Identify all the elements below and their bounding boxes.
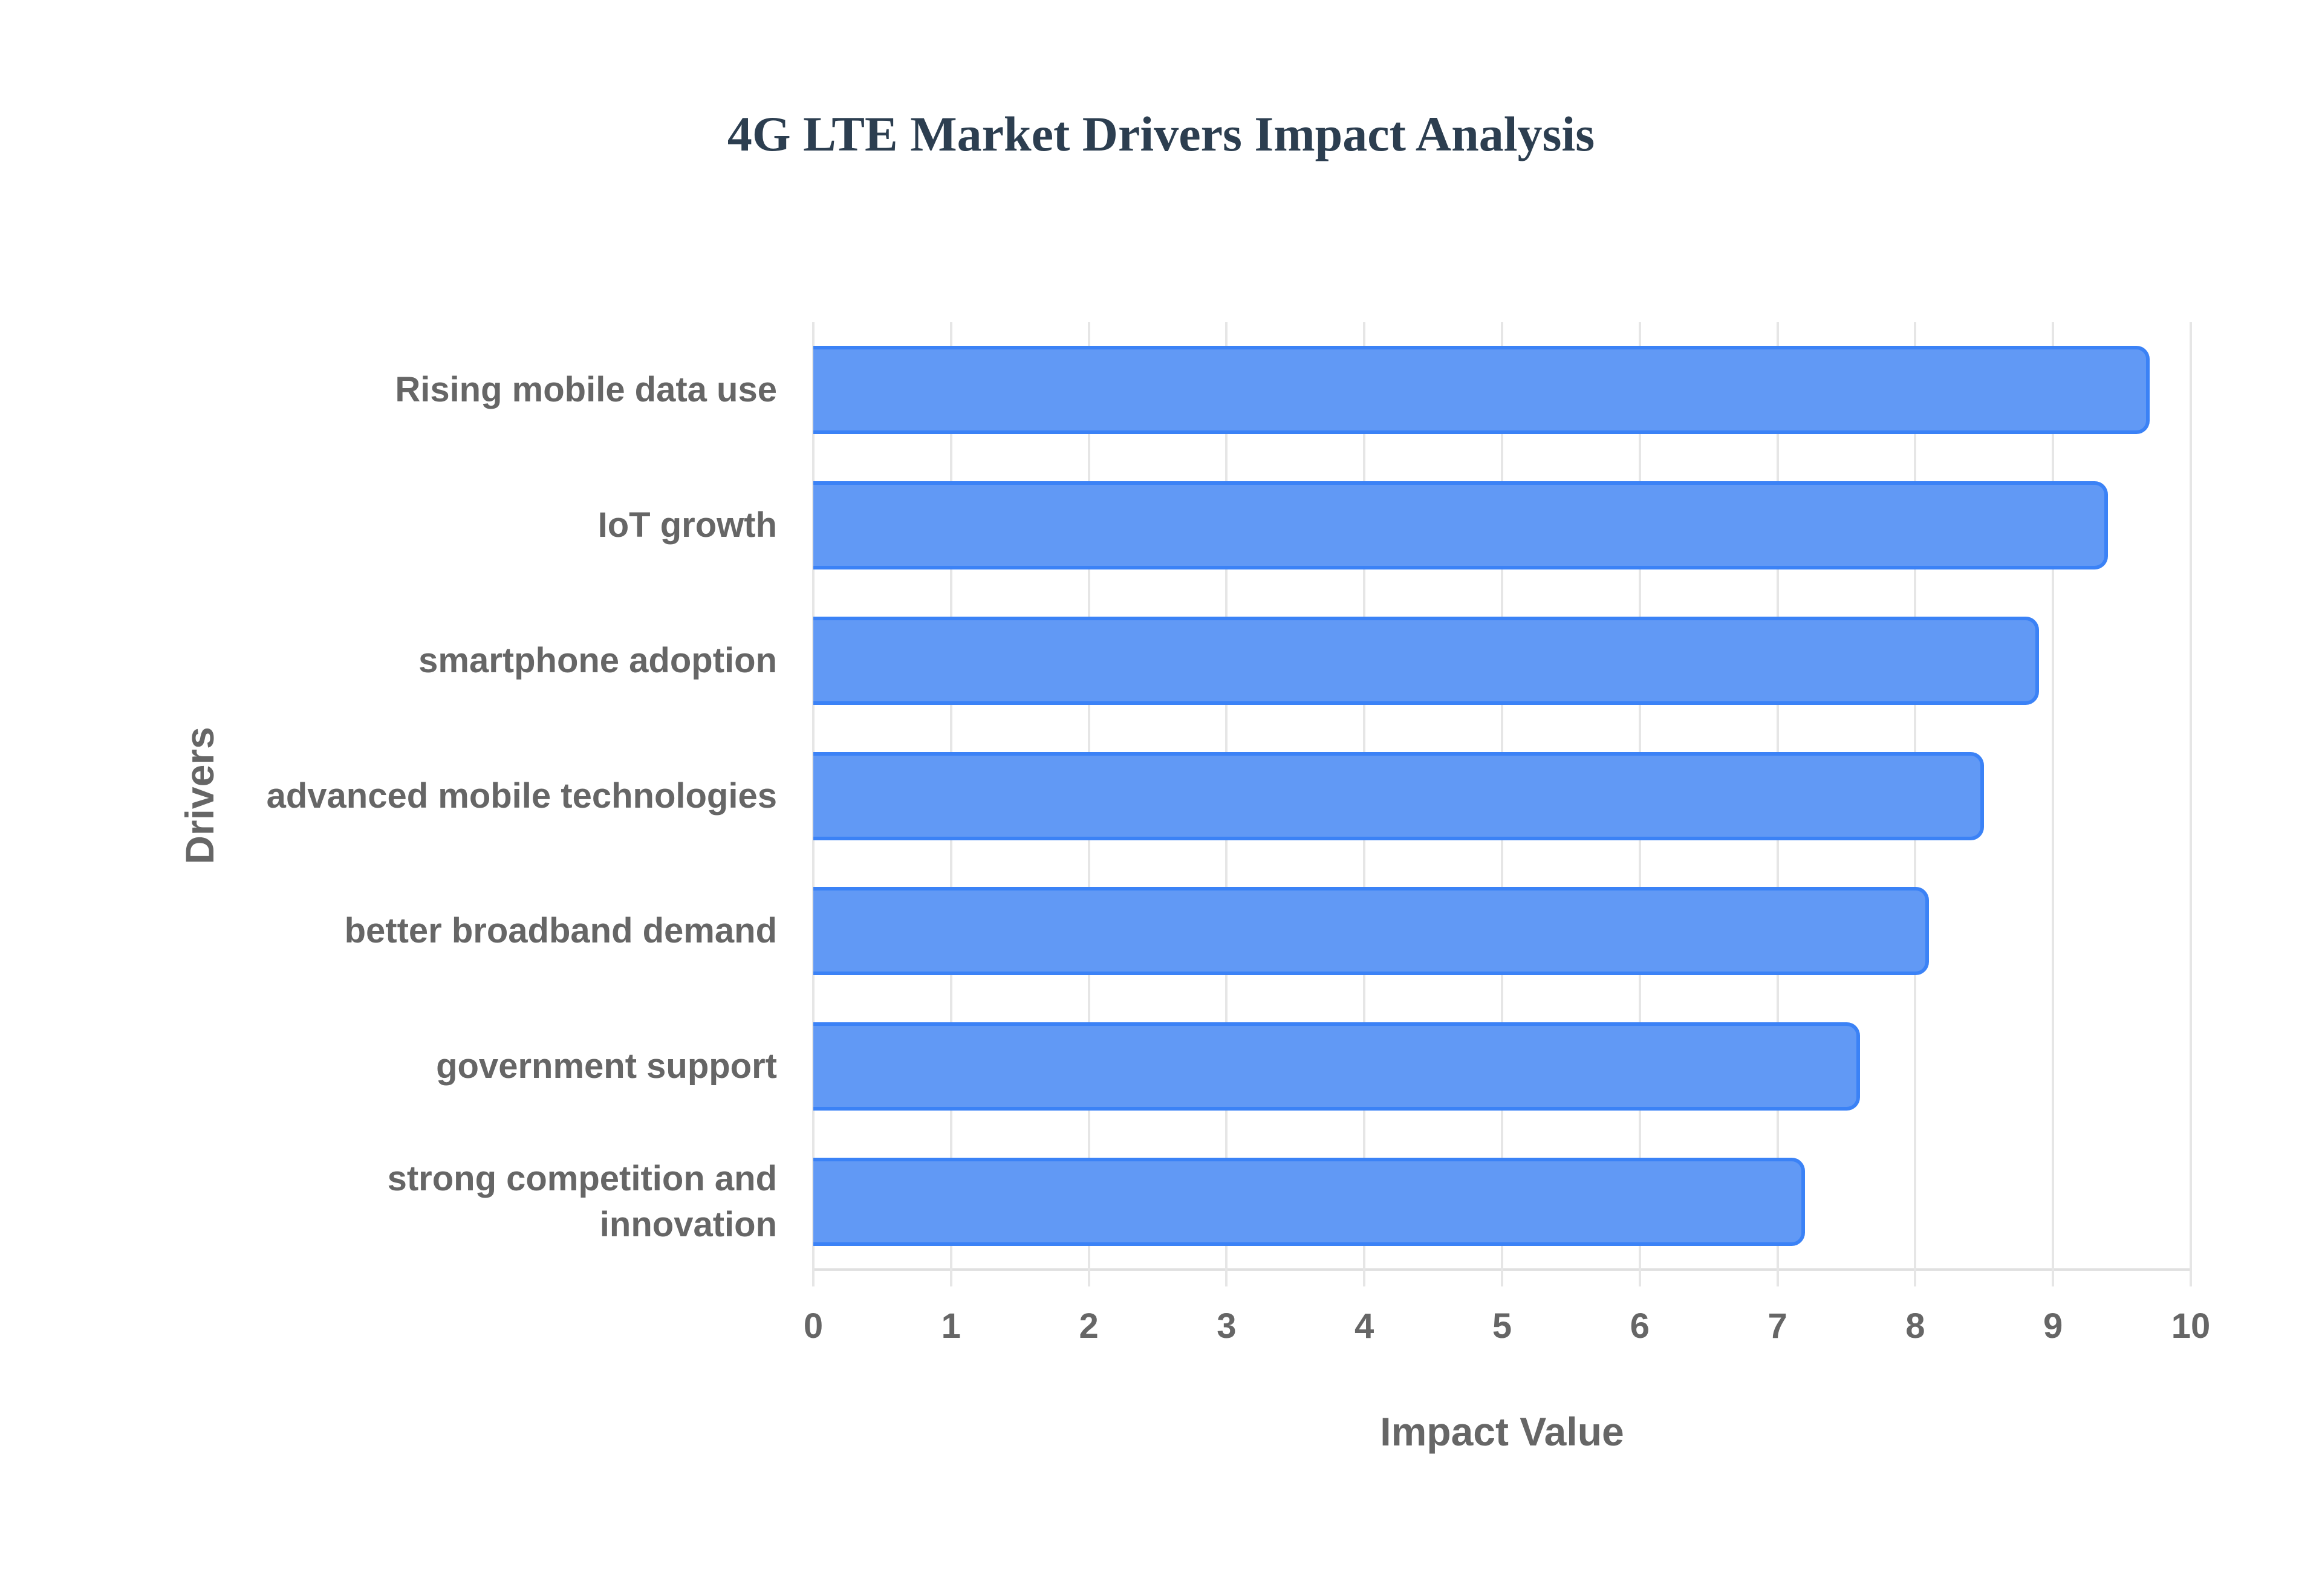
y-axis-label-line: strong competition and bbox=[387, 1159, 777, 1199]
y-axis-label-line: Rising mobile data use bbox=[395, 369, 777, 409]
x-axis-tick-label: 5 bbox=[1492, 1306, 1512, 1346]
x-axis-title: Impact Value bbox=[1380, 1409, 1624, 1454]
y-axis-label-line: innovation bbox=[599, 1205, 777, 1245]
x-axis-tick-label: 6 bbox=[1630, 1306, 1650, 1346]
gridline bbox=[2052, 322, 2055, 1286]
y-axis-label: advanced mobile technologies bbox=[172, 773, 777, 819]
plot-area bbox=[812, 322, 2192, 1286]
x-axis-tick-label: 10 bbox=[2171, 1306, 2211, 1346]
y-axis-label-line: government support bbox=[436, 1046, 777, 1086]
chart-title: 4G LTE Market Drivers Impact Analysis bbox=[727, 106, 1595, 161]
bar[interactable] bbox=[813, 1158, 1806, 1247]
x-axis-tick-label: 0 bbox=[803, 1306, 824, 1346]
x-axis-tick-label: 3 bbox=[1217, 1306, 1237, 1346]
x-axis-tick-label: 7 bbox=[1768, 1306, 1787, 1346]
y-axis-label-line: better broadband demand bbox=[344, 911, 777, 951]
bar[interactable] bbox=[813, 751, 1985, 840]
bar[interactable] bbox=[813, 481, 2109, 569]
y-axis-label: strong competition and innovation bbox=[172, 1156, 777, 1248]
gridline bbox=[2190, 322, 2192, 1286]
y-axis-label-line: smartphone adoption bbox=[418, 640, 777, 680]
y-axis-label: IoT growth bbox=[172, 502, 777, 548]
y-axis-label-line: IoT growth bbox=[597, 505, 777, 545]
y-axis-label: Rising mobile data use bbox=[172, 367, 777, 413]
x-axis-tick-label: 2 bbox=[1079, 1306, 1099, 1346]
bar[interactable] bbox=[813, 887, 1930, 976]
bar[interactable] bbox=[813, 616, 2040, 705]
bar[interactable] bbox=[813, 345, 2150, 434]
y-axis-label: better broadband demand bbox=[172, 908, 777, 954]
x-axis-tick-label: 1 bbox=[941, 1306, 961, 1346]
y-axis-label: government support bbox=[172, 1043, 777, 1089]
x-axis-tick-label: 8 bbox=[1905, 1306, 1925, 1346]
y-axis-label: smartphone adoption bbox=[172, 638, 777, 684]
x-axis-tick-label: 9 bbox=[2043, 1306, 2063, 1346]
x-axis-tick-label: 4 bbox=[1354, 1306, 1374, 1346]
bar[interactable] bbox=[813, 1022, 1861, 1111]
y-axis-label-line: advanced mobile technologies bbox=[266, 776, 777, 816]
